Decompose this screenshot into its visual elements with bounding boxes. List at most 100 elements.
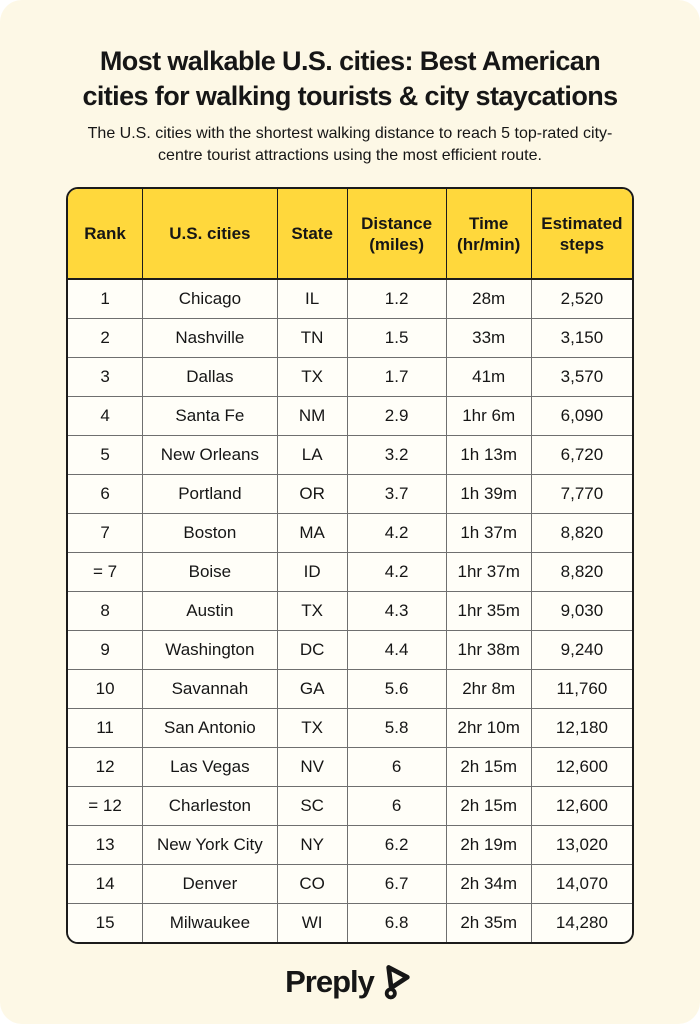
cell-state: TX (276, 357, 348, 398)
cell-city: Milwaukee (142, 903, 278, 943)
cell-rank: 15 (68, 903, 144, 943)
cell-state: WI (276, 903, 348, 943)
cell-distance: 2.9 (346, 396, 447, 437)
table-row: = 12 Charleston SC 6 2h 15m 12,600 (68, 786, 632, 827)
cell-steps: 3,570 (530, 357, 632, 398)
cell-steps: 14,070 (530, 864, 632, 905)
column-header: U.S. cities (142, 189, 278, 281)
cell-rank: 8 (68, 591, 144, 632)
cell-distance: 1.2 (346, 278, 447, 320)
cell-state: NM (276, 396, 348, 437)
cell-state: DC (276, 630, 348, 671)
cell-time: 41m (445, 357, 532, 398)
table-row: 8 Austin TX 4.3 1hr 35m 9,030 (68, 591, 632, 632)
cell-distance: 6.8 (346, 903, 447, 943)
table-row: 7 Boston MA 4.2 1h 37m 8,820 (68, 513, 632, 554)
preply-speech-bubble-icon (381, 961, 415, 1006)
cell-state: IL (276, 278, 348, 320)
cell-rank: 12 (68, 747, 144, 788)
column-header: Time (hr/min) (445, 189, 532, 281)
cell-rank: 1 (68, 278, 144, 320)
cell-distance: 4.4 (346, 630, 447, 671)
cell-steps: 6,090 (530, 396, 632, 437)
cell-rank: 2 (68, 318, 144, 359)
cell-state: TX (276, 591, 348, 632)
cell-distance: 6 (346, 747, 447, 788)
table-row: 11 San Antonio TX 5.8 2hr 10m 12,180 (68, 708, 632, 749)
cell-city: Boston (142, 513, 278, 554)
cell-rank: 13 (68, 825, 144, 866)
cell-distance: 6 (346, 786, 447, 827)
cell-rank: 9 (68, 630, 144, 671)
cell-city: San Antonio (142, 708, 278, 749)
cell-time: 33m (445, 318, 532, 359)
cell-state: MA (276, 513, 348, 554)
cell-time: 2hr 10m (445, 708, 532, 749)
cell-city: Denver (142, 864, 278, 905)
table-row: = 7 Boise ID 4.2 1hr 37m 8,820 (68, 552, 632, 593)
cell-time: 1hr 37m (445, 552, 532, 593)
cell-steps: 3,150 (530, 318, 632, 359)
column-header: Estimated steps (530, 189, 632, 281)
table-row: 15 Milwaukee WI 6.8 2h 35m 14,280 (68, 903, 632, 943)
column-header: Rank (68, 189, 144, 281)
cell-time: 2h 34m (445, 864, 532, 905)
cell-city: Washington (142, 630, 278, 671)
cell-distance: 1.5 (346, 318, 447, 359)
cell-time: 1hr 38m (445, 630, 532, 671)
cell-time: 1h 13m (445, 435, 532, 476)
cell-steps: 13,020 (530, 825, 632, 866)
cell-rank: 4 (68, 396, 144, 437)
cell-city: Dallas (142, 357, 278, 398)
cell-steps: 2,520 (530, 278, 632, 320)
cell-rank: 10 (68, 669, 144, 710)
cell-rank: = 7 (68, 552, 144, 593)
brand-wordmark: Preply (285, 963, 375, 999)
cell-state: GA (276, 669, 348, 710)
cell-rank: 11 (68, 708, 144, 749)
footer: Preply (0, 957, 700, 1006)
cell-rank: 7 (68, 513, 144, 554)
cell-rank: 3 (68, 357, 144, 398)
cell-steps: 8,820 (530, 552, 632, 593)
cell-city: Portland (142, 474, 278, 515)
cell-time: 1h 39m (445, 474, 532, 515)
table-row: 9 Washington DC 4.4 1hr 38m 9,240 (68, 630, 632, 671)
cell-state: SC (276, 786, 348, 827)
cell-state: CO (276, 864, 348, 905)
cell-time: 2h 35m (445, 903, 532, 943)
table-row: 3 Dallas TX 1.7 41m 3,570 (68, 357, 632, 398)
cell-steps: 7,770 (530, 474, 632, 515)
cell-time: 28m (445, 278, 532, 320)
cell-city: Charleston (142, 786, 278, 827)
cell-state: OR (276, 474, 348, 515)
table-row: 13 New York City NY 6.2 2h 19m 13,020 (68, 825, 632, 866)
cell-steps: 8,820 (530, 513, 632, 554)
cell-steps: 14,280 (530, 903, 632, 943)
table-row: 12 Las Vegas NV 6 2h 15m 12,600 (68, 747, 632, 788)
cell-distance: 6.2 (346, 825, 447, 866)
cell-time: 2h 15m (445, 786, 532, 827)
cell-city: Nashville (142, 318, 278, 359)
cell-steps: 12,600 (530, 786, 632, 827)
cell-time: 1hr 35m (445, 591, 532, 632)
cell-city: Chicago (142, 278, 278, 320)
cell-city: Austin (142, 591, 278, 632)
cell-steps: 9,240 (530, 630, 632, 671)
cell-state: LA (276, 435, 348, 476)
cell-city: New Orleans (142, 435, 278, 476)
cell-state: TX (276, 708, 348, 749)
cell-city: Las Vegas (142, 747, 278, 788)
cell-steps: 11,760 (530, 669, 632, 710)
cell-rank: 6 (68, 474, 144, 515)
cell-state: ID (276, 552, 348, 593)
cell-steps: 6,720 (530, 435, 632, 476)
table-row: 5 New Orleans LA 3.2 1h 13m 6,720 (68, 435, 632, 476)
cell-distance: 4.3 (346, 591, 447, 632)
walkability-table: Rank U.S. cities State Distance (miles) Time… (68, 189, 632, 943)
cell-distance: 3.2 (346, 435, 447, 476)
cell-city: Boise (142, 552, 278, 593)
cell-distance: 4.2 (346, 552, 447, 593)
page-subtitle: The U.S. cities with the shortest walkin… (87, 125, 613, 164)
